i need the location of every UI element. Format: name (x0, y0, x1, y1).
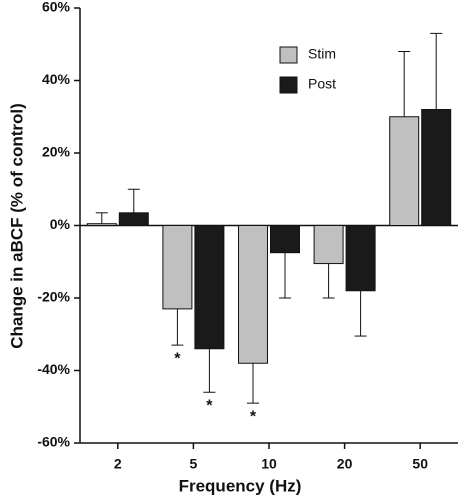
significance-marker: * (250, 408, 257, 425)
bar (389, 116, 420, 226)
bar (118, 212, 149, 226)
y-tick-label: -20% (37, 289, 70, 305)
error-bar (171, 308, 184, 346)
x-tick-label: 5 (190, 456, 198, 472)
error-bar (398, 51, 411, 117)
error-bar (95, 212, 108, 224)
y-axis-title: Change in aBCF (% of control) (7, 103, 26, 349)
bar (238, 225, 268, 364)
x-tick-label: 20 (337, 456, 353, 472)
error-bar (127, 188, 140, 213)
bar (86, 223, 117, 226)
y-tick-label: -40% (37, 361, 70, 377)
legend-swatch (279, 46, 298, 64)
bar (313, 225, 344, 265)
error-bar (247, 363, 259, 404)
bar (194, 225, 225, 350)
bar (162, 225, 193, 310)
error-bar (279, 252, 291, 299)
y-tick-label: 60% (42, 0, 71, 15)
y-tick-label: 0% (50, 216, 71, 232)
error-bar (203, 348, 216, 393)
x-tick-label: 50 (412, 456, 428, 472)
significance-marker: * (174, 350, 181, 367)
bar (345, 225, 376, 292)
bar (421, 109, 452, 226)
significance-marker: * (206, 397, 213, 414)
y-tick-label: 20% (42, 144, 71, 160)
error-bar (322, 263, 335, 299)
bar (270, 225, 300, 254)
x-axis-title: Frequency (Hz) (179, 476, 302, 495)
x-tick-label: 10 (261, 456, 277, 472)
y-tick-label: -60% (37, 434, 70, 450)
legend-swatch (279, 76, 298, 94)
legend-label: Stim (308, 46, 336, 62)
y-tick-label: 40% (42, 71, 71, 87)
legend-label: Post (308, 76, 336, 92)
error-bar (430, 32, 443, 110)
x-tick-label: 2 (114, 456, 122, 472)
error-bar (354, 290, 367, 337)
